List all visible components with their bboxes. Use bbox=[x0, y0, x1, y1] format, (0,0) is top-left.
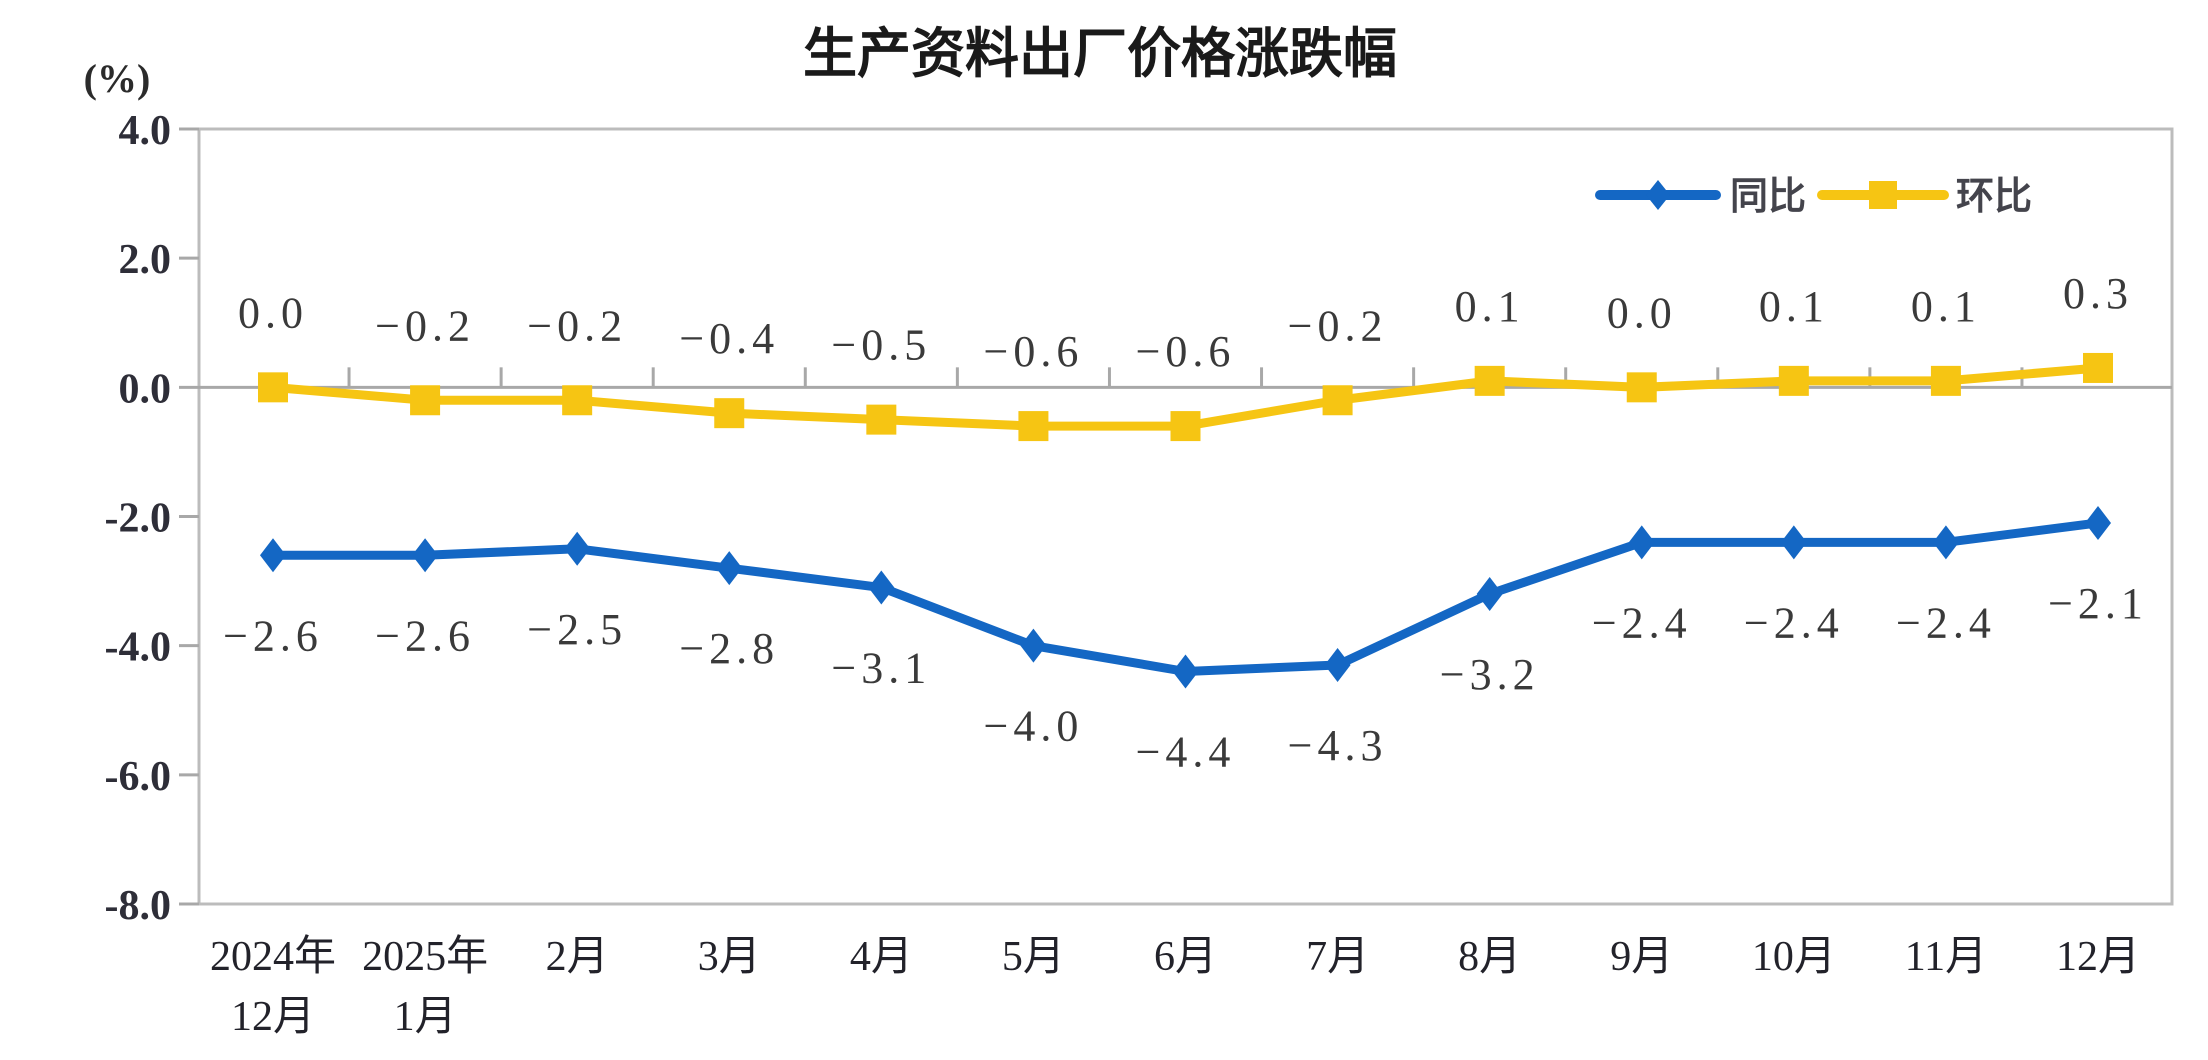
legend-item-yoy: 同比 bbox=[1595, 176, 1806, 218]
series-yoy-marker bbox=[1932, 525, 1959, 560]
data-label-yoy: −2.8 bbox=[679, 624, 779, 673]
x-tick-label: 12月 bbox=[2056, 934, 2140, 980]
series-mom-marker bbox=[714, 398, 745, 429]
series-yoy-marker bbox=[1628, 525, 1655, 560]
series-mom-marker bbox=[1018, 411, 1049, 442]
y-axis-unit-label: (%) bbox=[84, 56, 151, 101]
data-label-mom: −0.2 bbox=[375, 301, 475, 350]
data-label-yoy: −2.4 bbox=[1744, 598, 1844, 647]
series-mom-marker bbox=[866, 404, 897, 435]
legend-label: 环比 bbox=[1956, 176, 2032, 218]
data-label-yoy: −4.0 bbox=[984, 702, 1084, 751]
series-mom-marker bbox=[1322, 385, 1353, 416]
data-label-yoy: −2.6 bbox=[375, 611, 475, 660]
series-yoy-marker bbox=[1780, 525, 1807, 560]
x-tick-label: 10月 bbox=[1752, 934, 1836, 980]
x-tick-label: 2月 bbox=[546, 934, 609, 980]
x-tick-label: 8月 bbox=[1458, 934, 1521, 980]
data-label-yoy: −2.6 bbox=[223, 611, 323, 660]
x-tick-label: 1月 bbox=[394, 994, 457, 1040]
data-label-yoy: −2.4 bbox=[1592, 598, 1692, 647]
legend-marker-diamond bbox=[1646, 180, 1670, 210]
data-label-yoy: −2.1 bbox=[2048, 579, 2148, 628]
y-tick-label: -4.0 bbox=[105, 625, 172, 671]
data-label-yoy: −3.2 bbox=[1440, 650, 1540, 699]
series-mom-marker bbox=[1170, 411, 1201, 442]
series-yoy-marker bbox=[1020, 628, 1047, 663]
data-label-mom: −0.2 bbox=[1288, 301, 1388, 350]
series-mom-marker bbox=[1626, 372, 1657, 403]
data-label-mom: −0.6 bbox=[984, 327, 1084, 376]
x-tick-label: 5月 bbox=[1002, 934, 1065, 980]
data-label-yoy: −2.5 bbox=[527, 605, 627, 654]
y-tick-label: -6.0 bbox=[105, 754, 172, 800]
x-tick-label: 9月 bbox=[1610, 934, 1673, 980]
series-yoy-marker bbox=[1172, 654, 1199, 689]
series-yoy-marker bbox=[716, 551, 743, 586]
series-mom-marker bbox=[2083, 352, 2113, 383]
x-tick-label: 7月 bbox=[1306, 934, 1369, 980]
series-mom-marker bbox=[258, 372, 288, 403]
legend-label: 同比 bbox=[1730, 176, 1806, 218]
x-tick-label: 2024年 bbox=[210, 933, 336, 980]
data-label-mom: 0.1 bbox=[1455, 282, 1525, 331]
x-tick-label: 3月 bbox=[698, 934, 761, 980]
data-label-yoy: −3.1 bbox=[831, 644, 931, 693]
series-yoy-marker bbox=[412, 538, 439, 573]
x-tick-label: 4月 bbox=[850, 934, 913, 980]
data-label-mom: 0.0 bbox=[238, 288, 308, 337]
data-label-yoy: −4.3 bbox=[1288, 721, 1388, 770]
series-group bbox=[258, 352, 2113, 689]
data-label-mom: −0.6 bbox=[1136, 327, 1236, 376]
y-tick-label: -2.0 bbox=[105, 496, 172, 542]
y-tick-label: 0.0 bbox=[119, 366, 172, 412]
axes: 4.0 2.0 0.0 -2.0 -4.0 -6.0 -8.0 2024年 12月 2025年 1月… bbox=[105, 108, 2174, 1040]
y-tick-label: 4.0 bbox=[119, 108, 172, 154]
series-yoy-marker bbox=[2085, 505, 2111, 540]
series-mom-marker bbox=[1474, 365, 1505, 396]
data-label-mom: 0.1 bbox=[1759, 282, 1829, 331]
series-yoy-marker bbox=[1324, 648, 1351, 683]
data-labels-group: −2.6 −2.6 −2.5 −2.8 −3.1 −4.0 −4.4 −4.3 −3.2 −2.4… bbox=[223, 269, 2148, 777]
plot-frame bbox=[197, 127, 2174, 906]
legend-item-mom: 环比 bbox=[1817, 176, 2032, 218]
x-tick-label: 11月 bbox=[1905, 934, 1987, 980]
x-tick-label: 6月 bbox=[1154, 934, 1217, 980]
y-tick-label: 2.0 bbox=[119, 237, 172, 283]
legend: 同比 环比 bbox=[1595, 176, 2032, 218]
data-label-mom: −0.2 bbox=[527, 301, 627, 350]
x-tick-label: 2025年 bbox=[362, 933, 488, 980]
data-label-yoy: −4.4 bbox=[1136, 728, 1236, 777]
data-label-yoy: −2.4 bbox=[1896, 598, 1996, 647]
series-mom-marker bbox=[562, 385, 593, 416]
x-tick-label: 12月 bbox=[231, 994, 315, 1040]
series-mom-marker bbox=[410, 385, 441, 416]
data-label-mom: −0.4 bbox=[679, 314, 779, 363]
series-yoy-marker bbox=[1476, 577, 1503, 611]
series-yoy-marker bbox=[868, 570, 895, 605]
series-yoy-marker bbox=[564, 531, 591, 566]
data-label-mom: 0.3 bbox=[2063, 269, 2133, 318]
chart-title: 生产资料出厂价格涨跌幅 bbox=[803, 24, 1397, 84]
data-label-mom: −0.5 bbox=[831, 321, 931, 370]
data-label-mom: 0.1 bbox=[1911, 282, 1981, 331]
series-mom-marker bbox=[1930, 365, 1961, 396]
data-label-mom: 0.0 bbox=[1607, 288, 1677, 337]
series-mom-marker bbox=[1778, 365, 1809, 396]
series-yoy-marker bbox=[260, 538, 286, 573]
legend-marker-square bbox=[1869, 181, 1897, 209]
y-tick-label: -8.0 bbox=[105, 883, 172, 929]
